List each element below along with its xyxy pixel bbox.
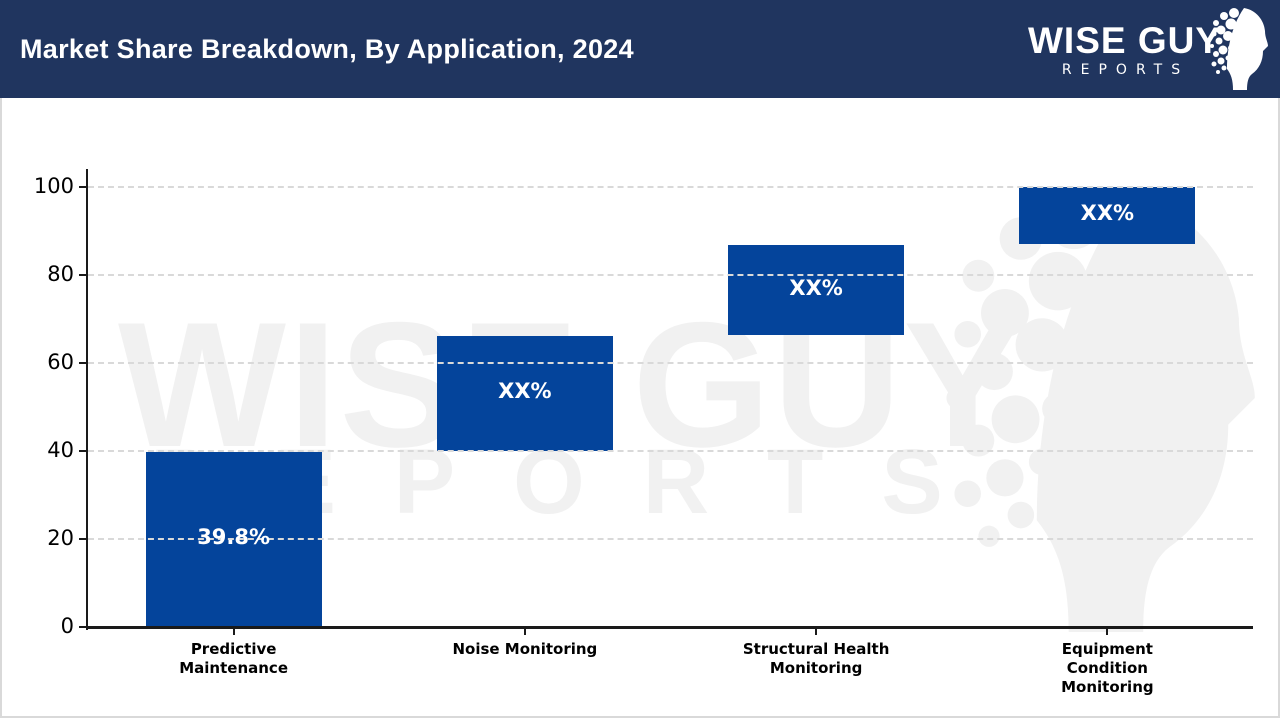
y-gridline bbox=[88, 538, 1253, 540]
x-category-label: Equipment Condition Monitoring bbox=[1061, 640, 1154, 696]
x-category-label: Noise Monitoring bbox=[452, 640, 598, 658]
y-tick-mark bbox=[79, 626, 87, 628]
y-tick-label: 100 bbox=[33, 174, 74, 198]
logo-reports-text: REPORTS bbox=[1061, 62, 1190, 78]
x-tick-mark bbox=[815, 629, 818, 635]
y-tick-label: 60 bbox=[47, 350, 74, 374]
y-tick-mark bbox=[79, 538, 87, 540]
wise-guy-reports-logo: WISE GUY REPORTS bbox=[1028, 8, 1268, 92]
x-category-label: Predictive Maintenance bbox=[179, 640, 288, 677]
y-gridline bbox=[88, 362, 1253, 364]
y-gridline bbox=[88, 274, 1253, 276]
x-tick-mark bbox=[1106, 629, 1109, 635]
market-share-bar bbox=[436, 335, 613, 451]
x-category-label: Structural Health Monitoring bbox=[742, 640, 890, 677]
market-share-bar bbox=[1019, 187, 1196, 244]
y-tick-label: 0 bbox=[60, 614, 74, 638]
x-tick-mark bbox=[523, 629, 526, 635]
watermark-head-icon bbox=[946, 196, 1255, 632]
bar-value-label: XX% bbox=[789, 275, 843, 300]
bar-value-label: XX% bbox=[1080, 201, 1135, 226]
page-title: Market Share Breakdown, By Application, … bbox=[20, 33, 634, 64]
x-axis bbox=[86, 626, 1253, 629]
market-share-bar bbox=[728, 244, 905, 336]
y-tick-label: 40 bbox=[47, 438, 74, 462]
y-tick-label: 20 bbox=[47, 526, 74, 550]
x-tick-mark bbox=[232, 629, 235, 635]
content-border bbox=[0, 98, 1280, 718]
y-tick-mark bbox=[79, 362, 87, 364]
bar-value-label: XX% bbox=[498, 379, 552, 404]
y-tick-mark bbox=[79, 186, 87, 188]
y-tick-mark bbox=[79, 450, 87, 452]
y-gridline bbox=[88, 186, 1253, 188]
bar-value-label: 39.8% bbox=[197, 525, 271, 550]
header-bar: Market Share Breakdown, By Application, … bbox=[0, 0, 1280, 98]
y-axis bbox=[86, 169, 88, 630]
y-tick-mark bbox=[79, 274, 87, 276]
y-tick-label: 80 bbox=[47, 262, 74, 286]
logo-head-icon bbox=[1210, 8, 1268, 90]
y-gridline bbox=[88, 450, 1253, 452]
logo-wiseguy-text: WISE GUY bbox=[1028, 20, 1222, 61]
